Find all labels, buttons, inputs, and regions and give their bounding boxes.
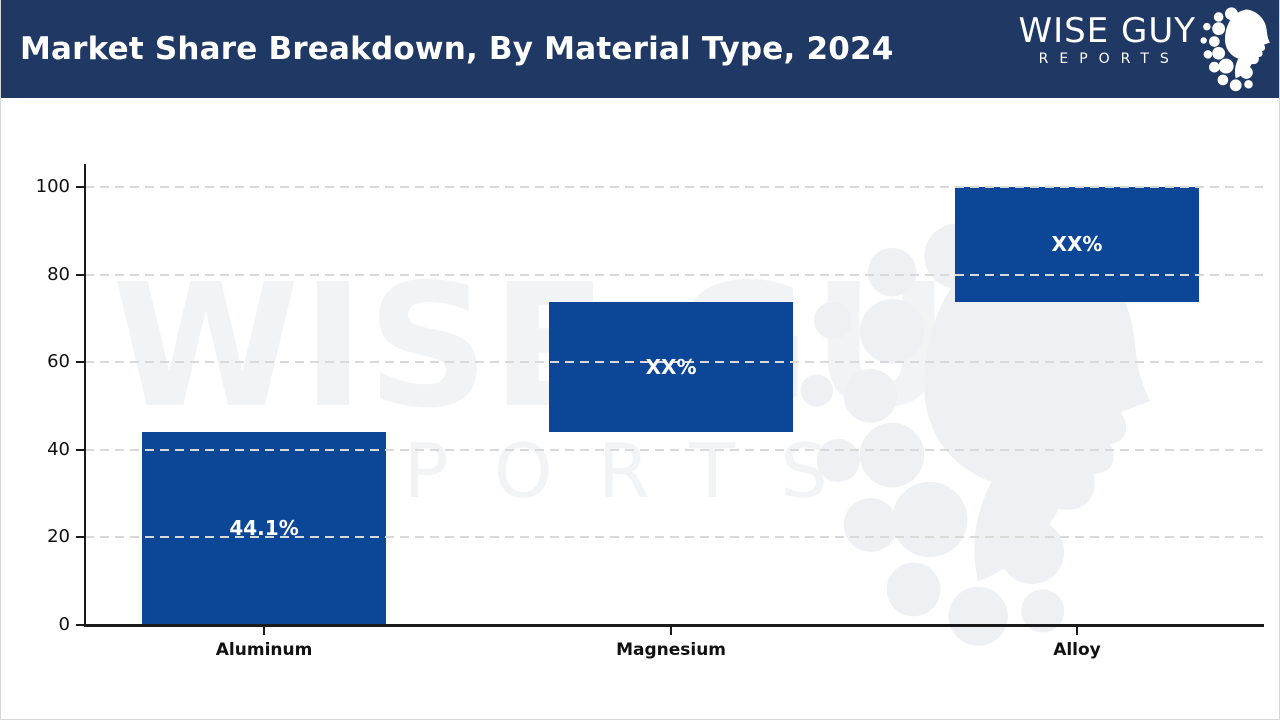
- y-tick-mark: [76, 361, 84, 364]
- y-tick-mark: [76, 273, 84, 276]
- y-tick-label-80: 80: [47, 263, 70, 285]
- gridline-y40: [85, 448, 1263, 451]
- brand-head-logo-icon: [1193, 5, 1272, 97]
- value-labels-layer: 44.1% XX% XX%: [85, 165, 1263, 625]
- y-tick-mark: [76, 185, 84, 188]
- gridline-y100: [85, 185, 1263, 188]
- bar-value-label: XX%: [645, 354, 697, 379]
- bar-value-label: 44.1%: [229, 516, 299, 541]
- x-category-label-alloy: Alloy: [1053, 640, 1101, 660]
- gridline-y80: [85, 273, 1263, 276]
- y-axis-spine: [84, 164, 86, 626]
- bar-alloy: [955, 186, 1199, 302]
- y-tick-mark: [76, 448, 84, 451]
- x-tick-mark: [263, 627, 266, 635]
- brand-logo-wordmark: WISE GUY: [1018, 11, 1196, 51]
- x-category-label-aluminum: Aluminum: [215, 640, 313, 660]
- bar-value-label: XX%: [1051, 232, 1103, 257]
- bars-layer: [85, 165, 1263, 625]
- header-bar: Market Share Breakdown, By Material Type…: [0, 0, 1280, 98]
- gridline-y60: [85, 361, 1263, 364]
- y-tick-mark: [76, 536, 84, 539]
- bar-magnesium: [549, 301, 794, 432]
- x-axis-category-labels: Aluminum Magnesium Alloy: [85, 640, 1263, 664]
- x-tick-mark: [1075, 627, 1078, 635]
- y-tick-label-40: 40: [47, 438, 70, 460]
- bar-aluminum: [142, 431, 387, 625]
- brand-logo: WISE GUY REPORTS: [1018, 14, 1196, 66]
- x-tick-mark: [670, 627, 673, 635]
- brand-logo-subtext: REPORTS: [1038, 51, 1180, 67]
- page-title: Market Share Breakdown, By Material Type…: [20, 31, 894, 67]
- y-tick-label-100: 100: [35, 175, 70, 197]
- x-axis-tick-marks: [85, 627, 1263, 635]
- y-tick-label-0: 0: [58, 614, 70, 635]
- x-category-label-magnesium: Magnesium: [616, 640, 727, 660]
- grid-layer: [85, 165, 1263, 625]
- gridline-y20: [85, 536, 1263, 539]
- x-axis-spine: [84, 624, 1264, 627]
- y-tick-label-20: 20: [47, 526, 70, 548]
- y-axis-tick-labels: 0 20 40 60 80 100: [0, 165, 84, 634]
- plot-area: 44.1% XX% XX%: [85, 165, 1263, 625]
- y-tick-label-60: 60: [47, 351, 70, 373]
- y-tick-mark: [76, 624, 84, 626]
